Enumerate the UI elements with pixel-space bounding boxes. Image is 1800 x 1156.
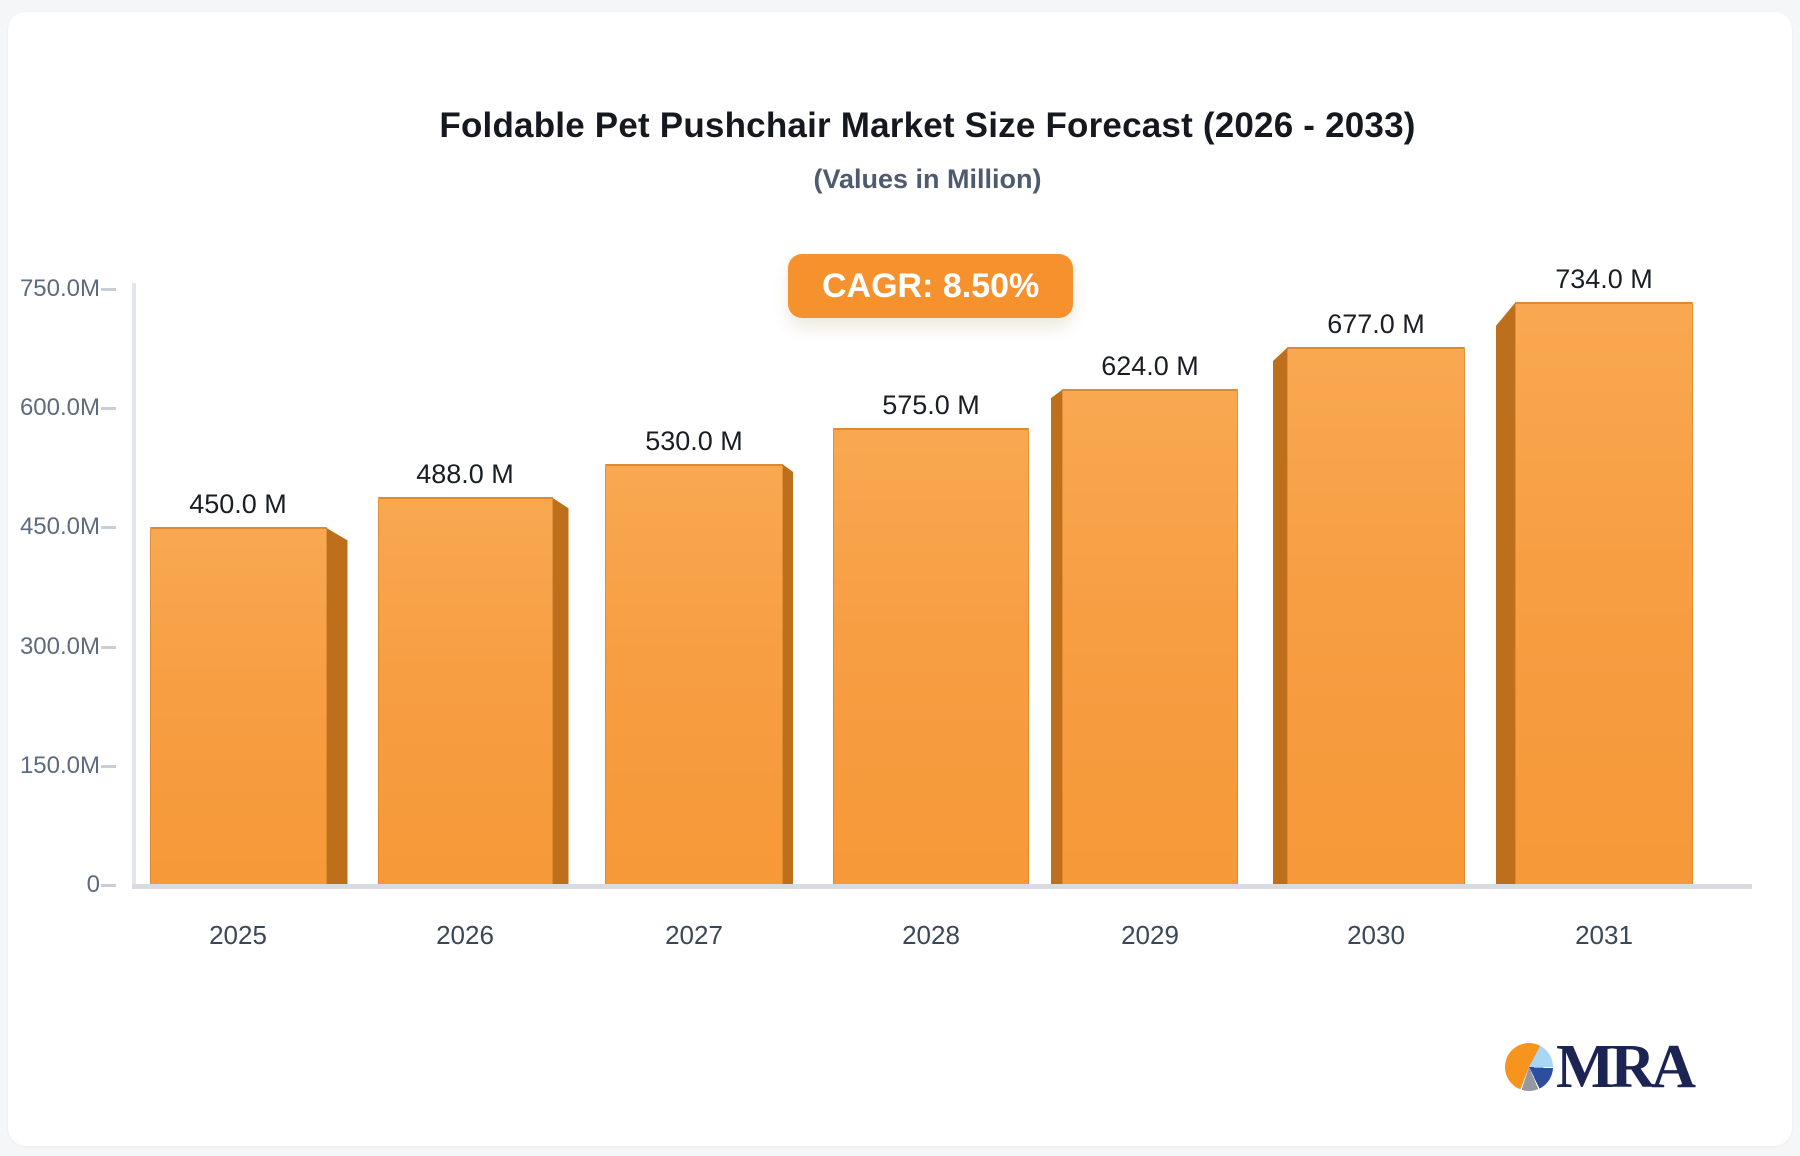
x-tick-label-2028: 2028: [902, 920, 960, 950]
y-tick-dash: [101, 407, 116, 411]
bar-value-label-2030: 677.0 M: [1327, 309, 1425, 339]
bar-value-label-2026: 488.0 M: [416, 459, 514, 490]
chart-subtitle: (Values in Million): [813, 164, 1042, 194]
bar-2025: [149, 527, 327, 885]
y-tick-dash: [101, 645, 116, 649]
y-tick-dash: [101, 884, 116, 887]
x-tick-label-2030: 2030: [1347, 920, 1405, 950]
x-tick-label-2031: 2031: [1575, 920, 1633, 950]
bar-2031: [1515, 301, 1693, 885]
bar-value-label-2027: 530.0 M: [645, 425, 743, 456]
y-tick-label: 450.0M: [19, 513, 100, 541]
bar-3d-side-2030: [1273, 347, 1288, 885]
x-tick-label-2025: 2025: [209, 920, 267, 950]
y-tick-label: 150.0M: [19, 751, 100, 779]
bar-2027: [605, 463, 783, 885]
chart-title: Foldable Pet Pushchair Market Size Forec…: [439, 106, 1416, 145]
bar-value-label-2028: 575.0 M: [882, 390, 980, 421]
bar-3d-side-2027: [782, 463, 793, 885]
y-tick-label: 600.0M: [19, 394, 100, 422]
bar-3d-side-2026: [551, 497, 569, 885]
pie-chart-logo-icon: [1505, 1043, 1553, 1091]
y-tick-dash: [101, 764, 116, 768]
bar-value-label-2031: 734.0 M: [1555, 263, 1653, 294]
logo-text: MRA: [1556, 1033, 1696, 1101]
bar-3d-side-2025: [325, 527, 348, 885]
y-axis-line: [132, 283, 136, 887]
x-tick-label-2027: 2027: [665, 920, 723, 950]
cagr-badge: CAGR: 8.50%: [788, 254, 1074, 318]
bar-2026: [377, 497, 553, 885]
bar-2028: [833, 428, 1029, 885]
x-axis-line: [132, 884, 1752, 889]
bar-2029: [1062, 389, 1238, 885]
y-tick-label: 300.0M: [19, 632, 100, 660]
bar-3d-side-2029: [1051, 389, 1063, 885]
bar-value-label-2029: 624.0 M: [1101, 351, 1199, 382]
mra-logo: MRA: [1505, 1033, 1696, 1101]
y-tick-dash: [101, 288, 116, 291]
x-tick-label-2026: 2026: [436, 920, 494, 950]
y-tick-label: 750.0M: [19, 275, 100, 302]
bar-3d-side-2031: [1496, 301, 1516, 885]
bar-2030: [1287, 347, 1465, 885]
y-tick-label: 0: [86, 871, 100, 898]
bar-value-label-2025: 450.0 M: [189, 489, 287, 520]
y-tick-dash: [101, 526, 116, 530]
x-tick-label-2029: 2029: [1121, 920, 1179, 950]
